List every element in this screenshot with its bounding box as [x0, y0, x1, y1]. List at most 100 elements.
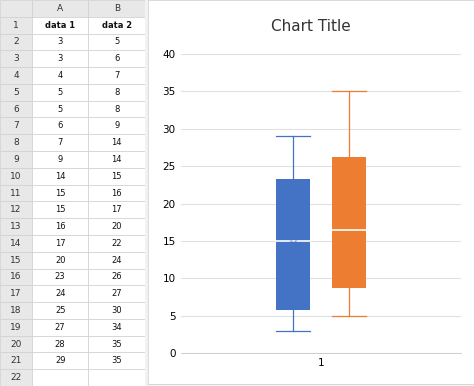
Text: 21: 21 [10, 356, 22, 365]
Text: 17: 17 [10, 289, 22, 298]
Bar [0, 352, 32, 369]
Bar [89, 168, 145, 185]
Bar [32, 101, 89, 117]
Bar [89, 218, 145, 235]
Text: 6: 6 [57, 121, 63, 130]
Bar [89, 185, 145, 201]
Bar [0, 252, 32, 269]
Bar [89, 319, 145, 336]
Text: 17: 17 [111, 205, 122, 214]
Text: 16: 16 [55, 222, 65, 231]
Bar [32, 336, 89, 352]
Bar [0, 117, 32, 134]
Text: 18: 18 [10, 306, 22, 315]
Text: 7: 7 [57, 138, 63, 147]
Bar [32, 17, 89, 34]
Text: 14: 14 [10, 239, 22, 248]
Text: 8: 8 [114, 88, 119, 97]
Text: 29: 29 [55, 356, 65, 365]
Text: 6: 6 [13, 105, 19, 113]
Bar [0, 285, 32, 302]
Bar [89, 84, 145, 101]
Bar [32, 218, 89, 235]
Bar [32, 269, 89, 285]
Text: 25: 25 [55, 306, 65, 315]
Bar [89, 235, 145, 252]
Text: 34: 34 [111, 323, 122, 332]
Text: 22: 22 [10, 373, 22, 382]
Bar [32, 185, 89, 201]
Bar [89, 252, 145, 269]
Text: 12: 12 [10, 205, 22, 214]
Text: 27: 27 [55, 323, 65, 332]
Bar [0, 336, 32, 352]
Bar [0, 235, 32, 252]
Text: A: A [57, 4, 63, 13]
Text: 5: 5 [13, 88, 19, 97]
Text: 16: 16 [111, 188, 122, 198]
Bar [89, 17, 145, 34]
Bar [32, 168, 89, 185]
Text: 28: 28 [55, 340, 65, 349]
Bar [89, 50, 145, 67]
Bar [32, 235, 89, 252]
Bar [32, 252, 89, 269]
Text: 5: 5 [57, 105, 63, 113]
Bar [89, 302, 145, 319]
Text: 15: 15 [10, 256, 22, 265]
Bar [0, 269, 32, 285]
Text: 1: 1 [13, 21, 19, 30]
Text: 35: 35 [111, 340, 122, 349]
Bar [89, 336, 145, 352]
Bar [0, 302, 32, 319]
Text: 15: 15 [55, 188, 65, 198]
Text: 14: 14 [55, 172, 65, 181]
Bar [32, 134, 89, 151]
Text: 35: 35 [111, 356, 122, 365]
Bar [89, 269, 145, 285]
Text: 17: 17 [55, 239, 65, 248]
Text: 22: 22 [111, 239, 122, 248]
Bar [89, 285, 145, 302]
Bar [89, 0, 145, 17]
Text: 6: 6 [114, 54, 119, 63]
Bar [89, 201, 145, 218]
Text: 19: 19 [10, 323, 22, 332]
Bar [32, 50, 89, 67]
Bar [32, 285, 89, 302]
Text: 7: 7 [13, 121, 19, 130]
Text: 16: 16 [10, 273, 22, 281]
Text: 15: 15 [55, 205, 65, 214]
Text: 2: 2 [13, 37, 19, 46]
Text: 3: 3 [57, 54, 63, 63]
Bar [89, 369, 145, 386]
Text: 5: 5 [57, 88, 63, 97]
Text: 15: 15 [111, 172, 122, 181]
Bar [32, 352, 89, 369]
Text: 3: 3 [13, 54, 19, 63]
Bar [0, 50, 32, 67]
Text: 4: 4 [13, 71, 19, 80]
Bar [89, 34, 145, 50]
Bar [89, 117, 145, 134]
Text: 27: 27 [111, 289, 122, 298]
Bar [0, 34, 32, 50]
Text: data 1: data 1 [45, 21, 75, 30]
Bar [32, 84, 89, 101]
Bar [89, 101, 145, 117]
Bar [32, 369, 89, 386]
Text: 20: 20 [10, 340, 22, 349]
Text: 20: 20 [111, 222, 122, 231]
Text: 9: 9 [13, 155, 19, 164]
Bar [0, 101, 32, 117]
Bar [32, 117, 89, 134]
Text: 24: 24 [55, 289, 65, 298]
Bar [276, 179, 310, 310]
Bar [332, 157, 365, 288]
Bar [32, 0, 89, 17]
Bar [32, 302, 89, 319]
Text: 14: 14 [111, 138, 122, 147]
Bar [89, 151, 145, 168]
Bar [32, 151, 89, 168]
Bar [0, 67, 32, 84]
